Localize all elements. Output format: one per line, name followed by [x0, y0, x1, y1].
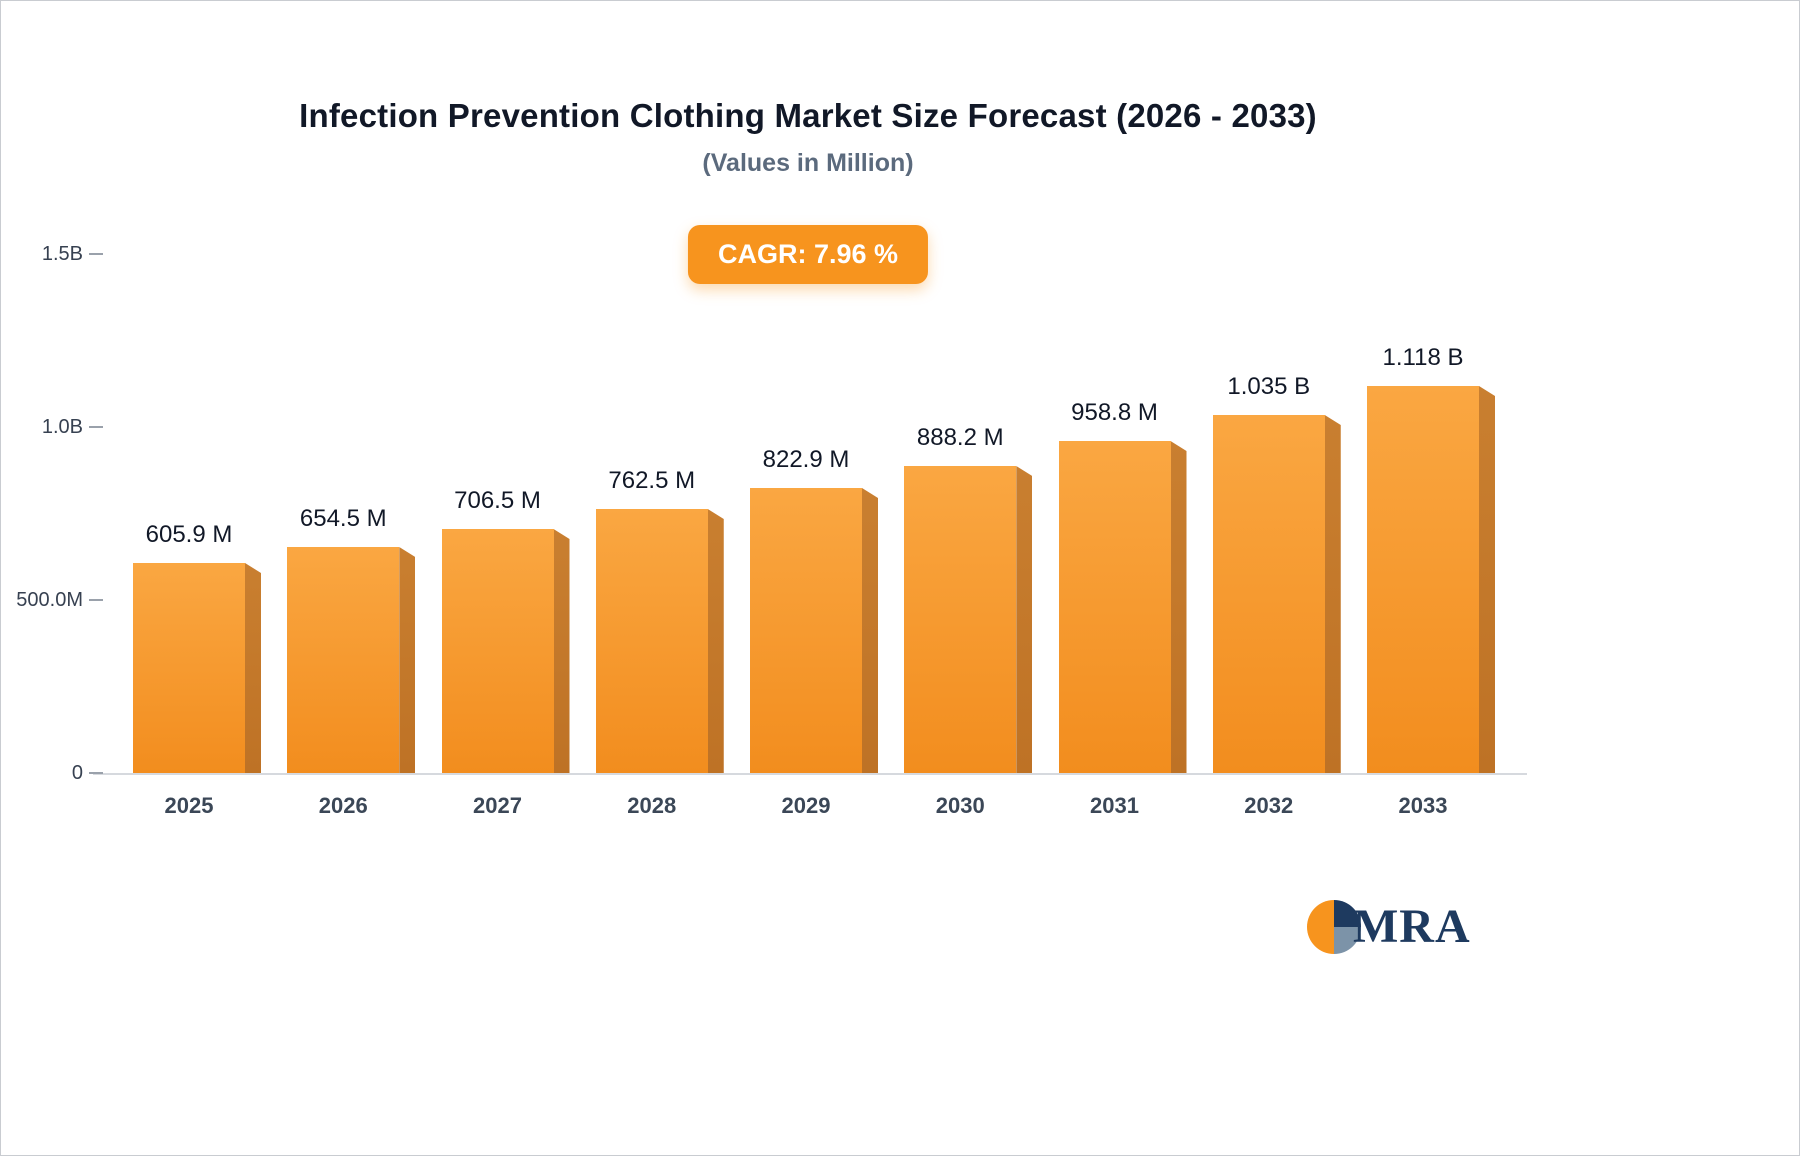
bar-value-label: 958.8 M	[1071, 399, 1158, 426]
brand-logo-pie-icon	[1307, 899, 1361, 954]
chart-header: Infection Prevention Clothing Market Siz…	[1, 1, 1615, 178]
bar-side-face-2033	[1479, 386, 1495, 773]
bar-side-face-2032	[1324, 415, 1341, 773]
chart-title: Infection Prevention Clothing Market Siz…	[299, 97, 1317, 134]
y-axis-tick-mark	[89, 426, 103, 428]
y-axis-tick-mark	[89, 253, 103, 255]
brand-logo-text: MRA	[1353, 900, 1471, 953]
bar-value-label: 822.9 M	[762, 446, 850, 473]
y-axis-tick-label: 500.0M	[16, 589, 83, 611]
bar-side-face-2029	[862, 488, 878, 773]
bar-2025	[133, 563, 245, 773]
brand-logo: MRA	[1307, 899, 1471, 954]
cagr-badge: CAGR: 7.96 %	[687, 225, 929, 284]
bar-side-face-2030	[1016, 466, 1033, 773]
x-axis-label: 2030	[935, 793, 985, 818]
x-axis-label: 2031	[1090, 793, 1139, 818]
bar-2033	[1367, 386, 1479, 773]
x-axis-line	[93, 773, 1527, 775]
bar-value-label: 1.035 B	[1227, 373, 1311, 400]
y-axis-tick-label: 1.5B	[41, 243, 83, 265]
y-axis-tick-label: 0	[71, 762, 83, 784]
bar-2032	[1212, 415, 1325, 773]
bar-value-label: 762.5 M	[608, 467, 696, 494]
y-axis-tick-mark	[89, 599, 103, 601]
x-axis-label: 2032	[1244, 793, 1294, 818]
bar-value-label: 1.118 B	[1382, 344, 1464, 371]
bar-2027	[441, 529, 554, 773]
y-axis-tick-label: 1.0B	[41, 416, 83, 438]
x-axis-label: 2027	[473, 793, 522, 818]
chart-subtitle: (Values in Million)	[702, 149, 914, 177]
x-axis-label: 2026	[318, 793, 368, 818]
x-axis-label: 2025	[164, 793, 214, 818]
bar-side-face-2031	[1170, 441, 1187, 773]
bar-side-face-2026	[399, 547, 416, 773]
bar-2028	[595, 509, 708, 773]
bar-2026	[287, 547, 400, 773]
bar-chart-plot-area: 0 500.0M 1.0B 1.5B 605.9 M 2025 654.5 M 2026 706…	[16, 243, 1527, 818]
bar-2031	[1058, 441, 1171, 773]
bar-side-face-2028	[707, 509, 724, 773]
x-axis-label: 2033	[1398, 793, 1448, 818]
x-axis-label: 2028	[627, 793, 677, 818]
bar-side-face-2025	[245, 563, 261, 773]
x-axis-label: 2029	[781, 793, 831, 818]
bar-value-label: 605.9 M	[145, 521, 233, 548]
bar-value-label: 654.5 M	[299, 505, 387, 532]
bar-2029	[750, 488, 862, 773]
bar-value-label: 888.2 M	[916, 424, 1004, 451]
bar-side-face-2027	[553, 529, 570, 773]
bar-value-label: 706.5 M	[454, 487, 541, 514]
bar-2030	[904, 466, 1017, 773]
y-axis-tick-mark	[89, 772, 103, 774]
